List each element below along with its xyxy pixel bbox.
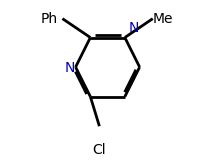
Text: Cl: Cl [92, 143, 106, 157]
Text: Me: Me [152, 12, 172, 26]
Text: Ph: Ph [41, 12, 58, 26]
Text: N: N [64, 61, 74, 75]
Text: N: N [128, 21, 139, 35]
